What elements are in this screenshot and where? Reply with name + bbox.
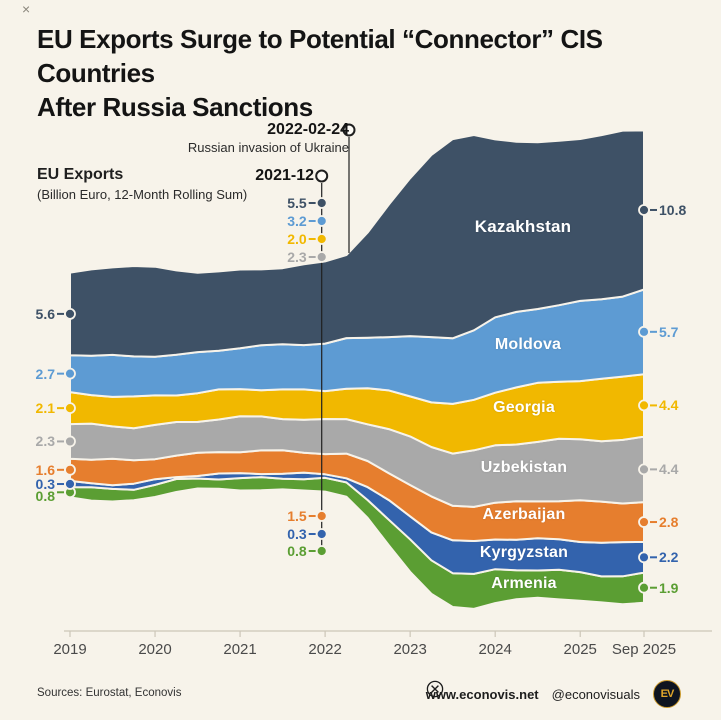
- end-value-kazakhstan-dot: [638, 204, 650, 216]
- event-date-marker: [342, 123, 356, 137]
- website-text: www.econovis.net: [425, 686, 539, 702]
- end-value-uzbekistan: 4.4: [659, 461, 679, 478]
- mid-value-georgia-dot: [315, 233, 328, 245]
- end-value-azerbaijan: 2.8: [659, 514, 679, 531]
- mid-value-armenia: 0.8: [287, 543, 307, 559]
- social-handle-wrap: @econovisuals: [426, 680, 640, 702]
- mid-value-kazakhstan: 5.5: [287, 195, 307, 211]
- chart-subtitle: (Billion Euro, 12-Month Rolling Sum): [37, 187, 248, 202]
- mid-value-kazakhstan-dot: [315, 197, 328, 209]
- start-value-kazakhstan-dot: [64, 308, 76, 320]
- start-value-georgia-dot: [64, 402, 76, 415]
- social-handle: @econovisuals: [551, 686, 640, 702]
- x-tick-2024: 2024: [478, 641, 512, 658]
- start-value-armenia: 0.8: [35, 488, 55, 505]
- start-value-moldova: 2.7: [35, 365, 55, 382]
- end-value-kazakhstan: 10.8: [659, 201, 687, 218]
- mid-value-armenia-dot: [315, 545, 328, 557]
- start-value-kyrgyzstan: 0.3: [35, 476, 55, 493]
- mid-value-georgia: 2.0: [287, 231, 307, 247]
- chart-title: EU Exports: [37, 166, 124, 183]
- x-tick-2023: 2023: [393, 641, 427, 658]
- mid-value-moldova: 3.2: [287, 213, 307, 229]
- series-label-armenia: Armenia: [491, 575, 557, 592]
- event-date-label: 2022-02-24: [267, 121, 349, 138]
- x-tick-2022: 2022: [308, 641, 342, 658]
- start-value-uzbekistan: 2.3: [35, 433, 55, 450]
- mid-value-uzbekistan-dot: [315, 251, 328, 263]
- end-value-kyrgyzstan: 2.2: [659, 549, 679, 566]
- series-label-kazakhstan: Kazakhstan: [474, 217, 572, 236]
- mid-value-moldova-dot: [315, 215, 328, 227]
- mid-value-azerbaijan-dot: [315, 510, 328, 522]
- mid-value-azerbaijan: 1.5: [287, 508, 307, 524]
- x-tick-2019: 2019: [53, 641, 87, 658]
- end-value-azerbaijan-dot: [638, 516, 650, 528]
- mid-value-kyrgyzstan-dot: [315, 528, 328, 540]
- band-kazakhstan: [69, 129, 645, 358]
- sources-note: Sources: Eurostat, Econovis: [37, 687, 182, 699]
- end-value-moldova: 5.7: [659, 323, 679, 340]
- series-label-georgia: Georgia: [493, 399, 555, 416]
- x-tick-2020: 2020: [138, 641, 172, 658]
- event-text-label: Russian invasion of Ukraine: [187, 140, 349, 155]
- series-label-azerbaijan: Azerbaijan: [482, 506, 566, 523]
- event-annotation: 2022-02-24 Russian invasion of Ukraine: [188, 121, 349, 155]
- x-tick-Sep-2025: Sep 2025: [611, 641, 677, 658]
- end-value-georgia: 4.4: [659, 397, 679, 414]
- start-value-azerbaijan-dot: [64, 463, 76, 476]
- end-value-georgia-dot: [638, 399, 650, 412]
- page-title-line1: EU Exports Surge to Potential “Connector…: [37, 24, 603, 88]
- end-value-uzbekistan-dot: [638, 463, 650, 476]
- start-value-uzbekistan-dot: [64, 435, 76, 448]
- page-title: EU Exports Surge to Potential “Connector…: [37, 22, 687, 124]
- x-tick-2025: 2025: [563, 641, 597, 658]
- mid-value-kyrgyzstan: 0.3: [287, 526, 307, 542]
- start-value-kazakhstan: 5.6: [35, 305, 55, 322]
- end-value-armenia: 1.9: [659, 579, 679, 596]
- footer-right: www.econovis.net @econovisuals EV: [426, 680, 681, 708]
- start-value-moldova-dot: [64, 367, 76, 380]
- econovisuals-logo: EV: [653, 680, 681, 708]
- start-value-kyrgyzstan-dot: [64, 478, 76, 490]
- start-value-georgia: 2.1: [35, 400, 55, 417]
- snapshot-date-label: 2021-12: [255, 167, 314, 184]
- start-value-azerbaijan: 1.6: [35, 461, 55, 478]
- end-value-moldova-dot: [638, 325, 650, 338]
- end-value-armenia-dot: [638, 581, 650, 594]
- close-icon[interactable]: ×: [22, 1, 31, 17]
- series-label-kyrgyzstan: Kyrgyzstan: [479, 544, 569, 561]
- series-label-uzbekistan: Uzbekistan: [480, 459, 568, 476]
- x-tick-2021: 2021: [223, 641, 257, 658]
- page-title-line2: After Russia Sanctions: [37, 92, 313, 122]
- snapshot-date-marker: [315, 169, 329, 183]
- x-twitter-icon: [426, 680, 443, 698]
- mid-value-uzbekistan: 2.3: [287, 249, 307, 265]
- end-value-kyrgyzstan-dot: [638, 551, 650, 564]
- series-label-moldova: Moldova: [494, 336, 562, 353]
